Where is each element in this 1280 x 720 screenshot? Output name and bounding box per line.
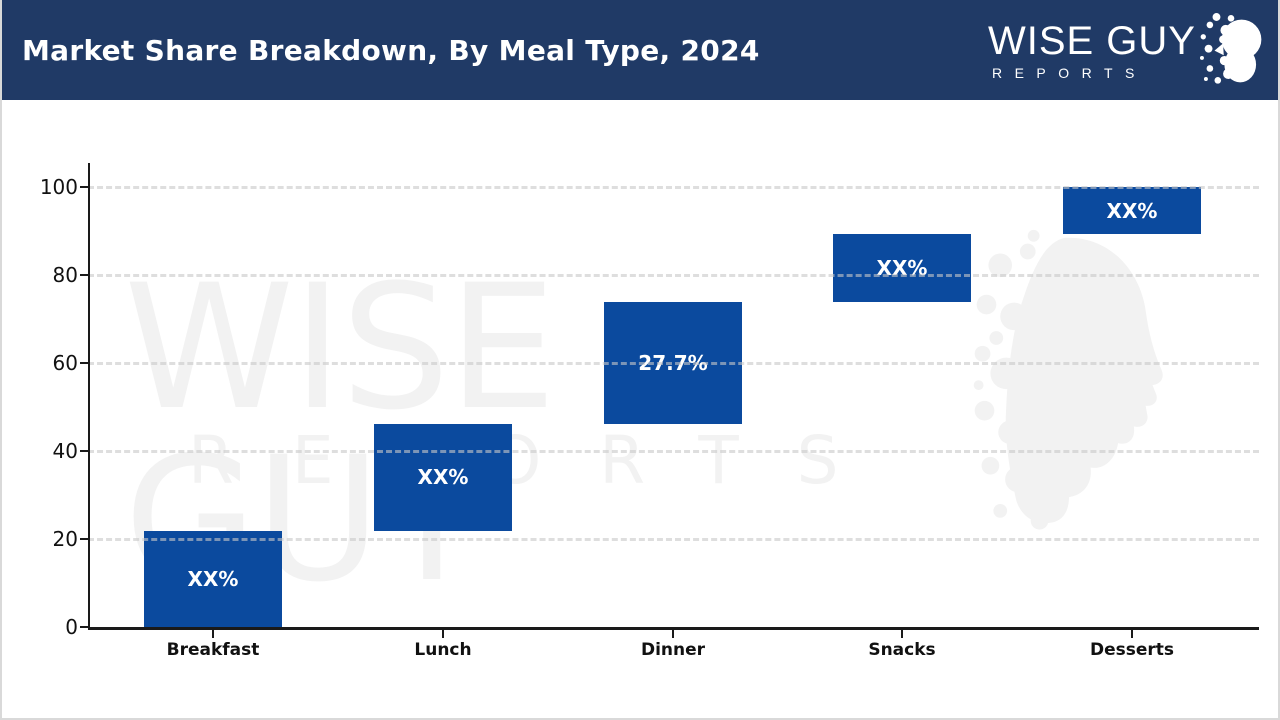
x-axis-line xyxy=(88,627,1259,630)
y-tick-0 xyxy=(80,626,88,628)
gridline-80 xyxy=(88,273,1259,277)
y-tick-label-0: 0 xyxy=(65,615,78,639)
bar-value-label-breakfast: XX% xyxy=(187,567,239,592)
gridline-40 xyxy=(88,449,1259,453)
y-tick-100 xyxy=(80,186,88,188)
bar-lunch: XX% xyxy=(374,423,512,532)
brand-logo: WISE GUY REPORTS xyxy=(988,6,1264,94)
x-tick-lunch xyxy=(442,630,444,638)
y-tick-label-80: 80 xyxy=(52,263,78,287)
x-tick-desserts xyxy=(1131,630,1133,638)
y-tick-20 xyxy=(80,538,88,540)
page-title: Market Share Breakdown, By Meal Type, 20… xyxy=(22,33,760,67)
x-tick-breakfast xyxy=(212,630,214,638)
bar-value-label-desserts: XX% xyxy=(1106,198,1158,223)
logo-head-icon xyxy=(1199,13,1262,84)
x-tick-label-breakfast: Breakfast xyxy=(166,640,260,660)
gridline-60 xyxy=(88,361,1259,365)
y-axis-line xyxy=(88,163,90,630)
y-tick-label-40: 40 xyxy=(52,439,78,463)
y-tick-60 xyxy=(80,362,88,364)
bar-breakfast: XX% xyxy=(144,531,282,627)
watermark-reports-text: REPORTS xyxy=(188,422,897,499)
x-tick-dinner xyxy=(672,630,674,638)
x-tick-label-lunch: Lunch xyxy=(414,640,472,660)
bar-desserts: XX% xyxy=(1063,187,1201,235)
x-tick-label-snacks: Snacks xyxy=(868,640,936,660)
y-tick-label-20: 20 xyxy=(52,527,78,551)
bar-snacks: XX% xyxy=(833,234,971,302)
y-tick-label-100: 100 xyxy=(39,175,78,199)
y-tick-label-60: 60 xyxy=(52,351,78,375)
x-tick-snacks xyxy=(901,630,903,638)
brand-logo-text: WISE GUY REPORTS xyxy=(988,21,1196,80)
y-tick-80 xyxy=(80,274,88,276)
gridline-20 xyxy=(88,537,1259,541)
logo-wiseguy-text: WISE GUY xyxy=(987,18,1196,63)
x-tick-label-desserts: Desserts xyxy=(1089,640,1175,660)
gridline-100 xyxy=(88,185,1259,189)
x-tick-label-dinner: Dinner xyxy=(640,640,706,660)
bar-value-label-lunch: XX% xyxy=(417,465,469,490)
y-tick-40 xyxy=(80,450,88,452)
logo-reports-text: REPORTS xyxy=(991,64,1147,81)
header: Market Share Breakdown, By Meal Type, 20… xyxy=(2,0,1278,100)
